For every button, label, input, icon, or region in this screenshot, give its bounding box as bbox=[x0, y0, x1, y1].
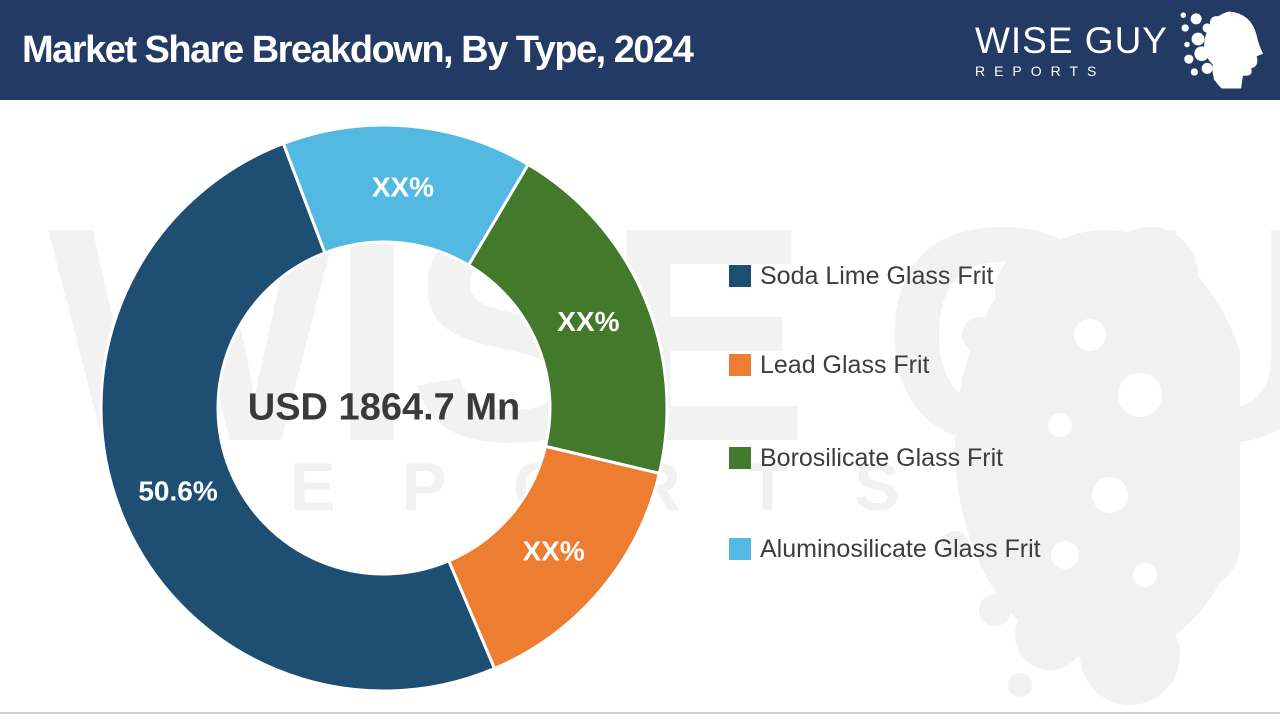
legend-swatch bbox=[729, 447, 751, 469]
legend-label: Lead Glass Frit bbox=[760, 350, 930, 379]
bottom-divider bbox=[0, 712, 1280, 714]
donut-segment-soda-lime-glass-frit bbox=[99, 142, 497, 693]
segment-value-label: XX% bbox=[557, 306, 619, 337]
legend-label: Soda Lime Glass Frit bbox=[760, 261, 994, 290]
brand-logo: WISE GUY REPORTS bbox=[975, 7, 1280, 93]
segment-value-label: 50.6% bbox=[138, 475, 217, 506]
legend-item-lead-glass-frit: Lead Glass Frit bbox=[729, 351, 930, 379]
legend-swatch bbox=[729, 538, 751, 560]
head-silhouette-dots-icon bbox=[1180, 11, 1264, 89]
segment-value-label: XX% bbox=[372, 171, 434, 202]
legend-item-borosilicate-glass-frit: Borosilicate Glass Frit bbox=[729, 444, 1003, 472]
donut-segment-borosilicate-glass-frit bbox=[467, 163, 669, 475]
legend-item-aluminosilicate-glass-frit: Aluminosilicate Glass Frit bbox=[729, 535, 1041, 563]
legend-item-soda-lime-glass-frit: Soda Lime Glass Frit bbox=[729, 262, 993, 290]
legend-swatch bbox=[729, 354, 751, 376]
donut-segment-lead-glass-frit bbox=[447, 444, 661, 671]
legend-label: Borosilicate Glass Frit bbox=[760, 443, 1004, 472]
brand-sub-wordmark: REPORTS bbox=[974, 62, 1106, 79]
donut-segment-aluminosilicate-glass-frit bbox=[281, 123, 530, 267]
header-bar: Market Share Breakdown, By Type, 2024 WI… bbox=[0, 0, 1280, 100]
legend-label: Aluminosilicate Glass Frit bbox=[760, 534, 1041, 563]
page-title: Market Share Breakdown, By Type, 2024 bbox=[22, 28, 694, 71]
brand-wordmark: WISE GUY bbox=[974, 19, 1168, 61]
legend-swatch bbox=[729, 265, 751, 287]
segment-value-label: XX% bbox=[522, 536, 584, 567]
chart-center-value: USD 1864.7 Mn bbox=[247, 386, 521, 429]
watermark-head-icon bbox=[935, 227, 1240, 705]
